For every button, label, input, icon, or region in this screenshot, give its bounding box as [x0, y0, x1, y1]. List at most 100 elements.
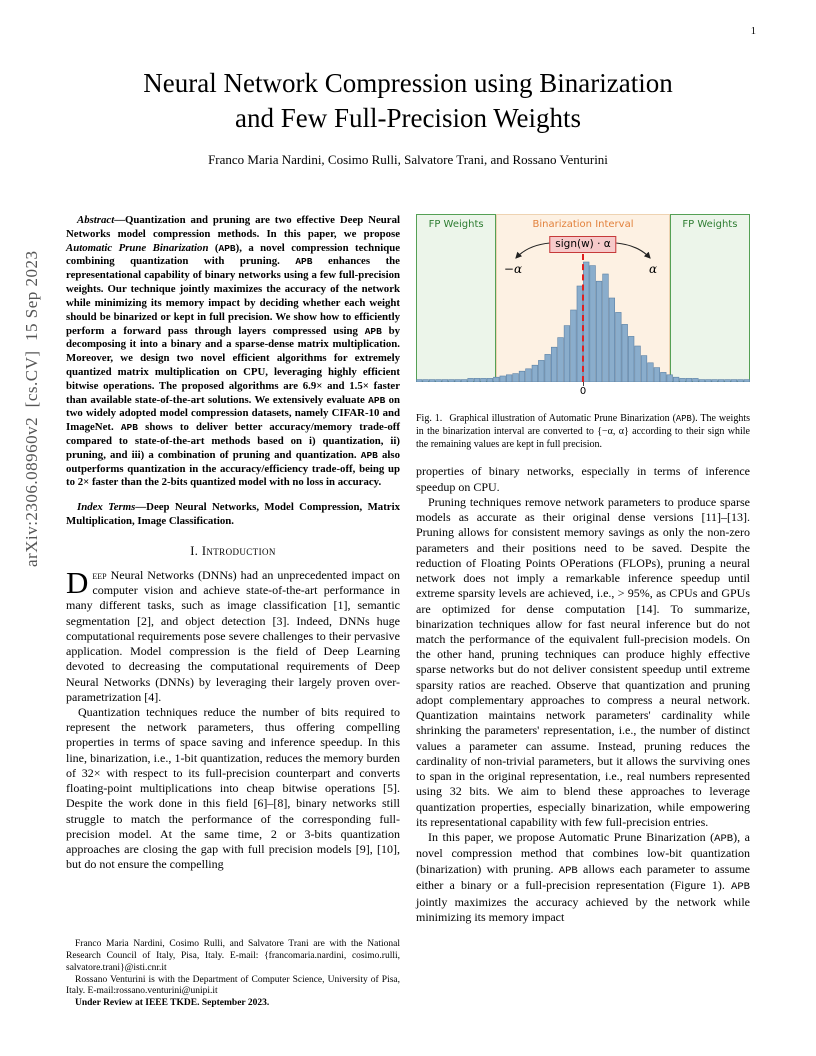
right-column-text: properties of binary networks, especiall…: [416, 464, 750, 925]
text-segment: properties of binary networks, especiall…: [416, 464, 750, 494]
histogram-bar: [461, 379, 468, 382]
histogram-svg: [416, 261, 750, 382]
intro-paragraph-2: Quantization techniques reduce the numbe…: [66, 705, 400, 873]
text-segment: Index Terms: [77, 501, 136, 514]
text-segment: D: [66, 564, 89, 600]
text-segment: —Deep Neural Networks, Model Compression…: [66, 501, 400, 528]
histogram-bar: [538, 360, 545, 382]
histogram-bar: [486, 378, 493, 382]
histogram-bar: [717, 379, 725, 382]
text-segment: Graphical illustration of Automatic Prun…: [449, 413, 676, 424]
histogram-bar: [711, 379, 718, 382]
paper-title: Neural Network Compression using Binariz…: [0, 66, 816, 135]
abstract: Abstract—Quantization and pruning are tw…: [66, 214, 400, 490]
histogram-bar: [640, 355, 648, 382]
histogram-bar: [589, 265, 596, 382]
histogram-bar: [698, 379, 705, 382]
text-segment: Automatic Prune Binarization: [66, 241, 209, 254]
histogram-bar: [467, 378, 474, 382]
text-segment: by decomposing it into a binary and a sp…: [66, 324, 400, 406]
text-segment: (: [208, 241, 219, 254]
fp-weights-label-left: FP Weights: [428, 219, 484, 230]
left-column: Abstract—Quantization and pruning are tw…: [66, 214, 400, 1010]
text-segment: APB: [368, 394, 386, 406]
text-segment: allows each parameter to assume either a…: [416, 861, 751, 893]
histogram-bar: [454, 379, 461, 382]
text-segment: ), a novel compression technique combini…: [66, 241, 400, 268]
text-segment: APB: [731, 881, 750, 894]
title-line-1: Neural Network Compression using Binariz…: [143, 68, 673, 98]
footnote-review-status: Under Review at IEEE TKDE. September 202…: [75, 998, 270, 1009]
histogram-bar: [473, 378, 481, 382]
histogram-bar: [512, 373, 519, 382]
page-number: 1: [750, 26, 756, 37]
text-segment: APB: [558, 864, 578, 877]
histogram-bar: [525, 368, 532, 382]
text-segment: shows to deliver better accuracy/memory …: [66, 421, 400, 461]
text-segment: APB: [120, 422, 138, 434]
histogram-bar: [583, 261, 590, 382]
histogram-bar: [480, 378, 487, 382]
text-segment: APB: [714, 833, 734, 846]
histogram-bar: [550, 346, 558, 382]
text-segment: Pruning techniques remove network parame…: [416, 494, 750, 829]
binarization-interval-label: Binarization Interval: [532, 219, 634, 230]
histogram-bar: [506, 374, 513, 382]
histogram-bar: [602, 273, 609, 382]
text-segment: Fig. 1.: [416, 413, 443, 424]
histogram-bar: [448, 379, 455, 382]
paper-header: Neural Network Compression using Binariz…: [0, 0, 816, 168]
histogram-bar: [557, 337, 564, 382]
histogram-bar: [647, 362, 654, 382]
histogram-bar: [692, 378, 699, 382]
figure-1-plot: FP Weights Binarization Interval FP Weig…: [416, 214, 750, 382]
threshold-line: [582, 254, 584, 382]
text-segment: In this paper, we propose Automatic Prun…: [428, 830, 715, 845]
text-segment: jointly maximizes the accuracy achieved …: [416, 894, 750, 924]
text-segment: Abstract: [77, 214, 115, 226]
arxiv-watermark: arXiv:2306.08960v2 [cs.CV] 15 Sep 2023: [22, 250, 41, 567]
histogram-bar: [615, 312, 622, 382]
histogram-bar: [441, 379, 449, 382]
histogram-bar: [685, 378, 693, 382]
histogram-bar: [628, 336, 635, 382]
histogram-bar: [679, 378, 686, 382]
footnote-affiliation-2: Rossano Venturini is with the Department…: [66, 974, 400, 997]
histogram-bar: [499, 375, 506, 382]
right-paragraph-3: In this paper, we propose Automatic Prun…: [416, 830, 750, 925]
alpha-right-label: α: [648, 262, 658, 276]
histogram-bar: [428, 379, 436, 382]
figure-x-axis: 0: [416, 382, 750, 399]
text-segment: APB: [218, 242, 236, 254]
sign-annotation: sign(w) · α: [549, 236, 617, 253]
histogram-bar: [743, 379, 750, 382]
text-segment: APB: [364, 325, 382, 337]
index-terms: Index Terms—Deep Neural Networks, Model …: [66, 501, 400, 529]
histogram-bar: [621, 324, 628, 382]
footnotes: Franco Maria Nardini, Cosimo Rulli, and …: [66, 939, 400, 1010]
text-segment: eep: [92, 567, 107, 582]
text-segment: APB: [675, 414, 692, 424]
text-segment: —Quantization and pruning are two effect…: [66, 214, 400, 240]
histogram-bar: [673, 376, 680, 382]
right-paragraph-2: Pruning techniques remove network parame…: [416, 495, 750, 830]
histogram-bar: [416, 379, 423, 382]
text-segment: ). The weights in the binarization inter…: [416, 413, 750, 451]
histogram-bar: [666, 374, 673, 382]
alpha-left-label: −α: [503, 262, 523, 276]
two-column-body: Abstract—Quantization and pruning are tw…: [66, 214, 750, 1010]
section-heading-introduction: I. Introduction: [190, 543, 276, 558]
text-segment: Quantization techniques reduce the numbe…: [66, 704, 400, 872]
right-paragraph-1: properties of binary networks, especiall…: [416, 464, 750, 494]
histogram-bar: [608, 297, 616, 382]
histogram-bar: [595, 280, 603, 382]
text-segment: Neural Networks (DNNs) had an unpreceden…: [66, 567, 400, 704]
fp-region-right: FP Weights: [669, 214, 750, 382]
histogram-bar: [422, 379, 429, 382]
x-axis-tick-zero: 0: [579, 386, 587, 397]
text-segment: ), a novel compression method that combi…: [416, 830, 750, 876]
histogram-bar: [493, 376, 500, 382]
title-line-2: and Few Full-Precision Weights: [234, 102, 582, 133]
histogram-bar: [563, 325, 571, 382]
